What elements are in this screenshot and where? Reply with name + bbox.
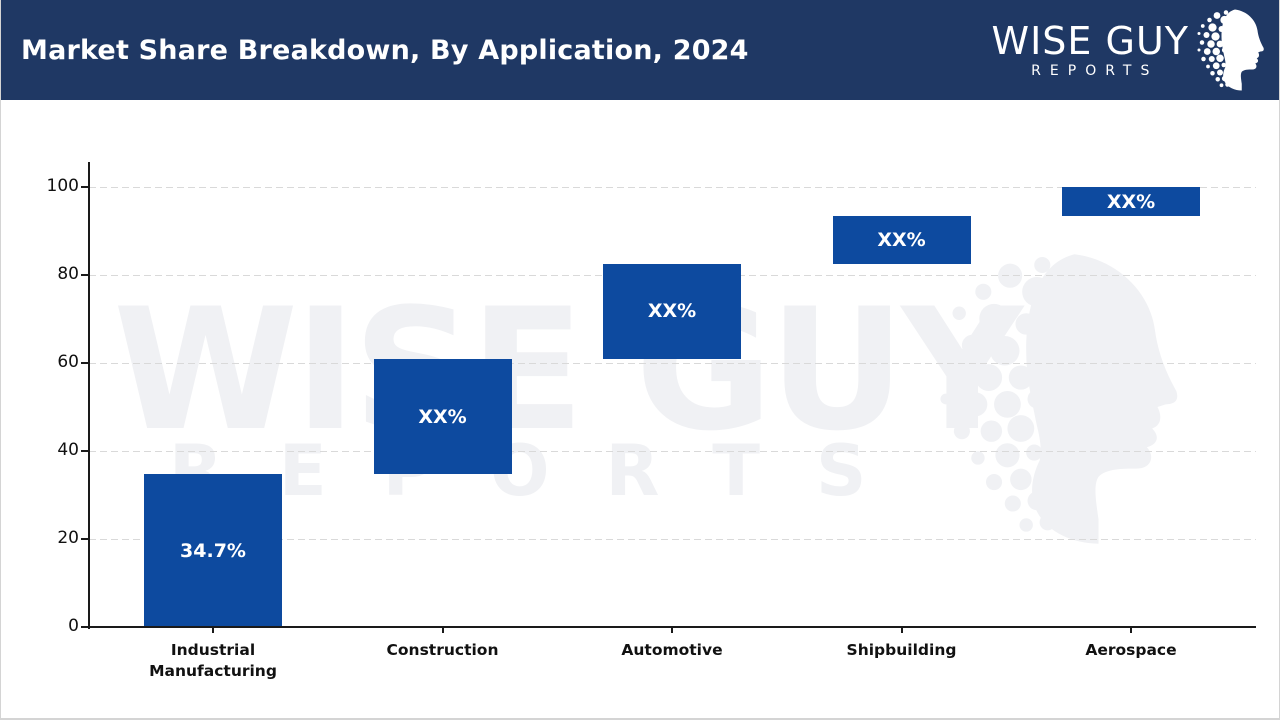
logo-text: WISE GUY REPORTS	[992, 22, 1189, 79]
x-category-label-construction: Construction	[386, 641, 499, 659]
x-tick-aerospace	[1130, 627, 1132, 633]
y-tick-20	[81, 538, 89, 540]
logo-subtitle: REPORTS	[1031, 62, 1159, 79]
bar-value-label-aerospace: XX%	[1106, 190, 1156, 213]
header-bar: Market Share Breakdown, By Application, …	[1, 0, 1279, 100]
gridline-20	[89, 539, 1256, 540]
gridline-60	[89, 363, 1256, 364]
bar-automotive: XX%	[603, 263, 741, 360]
y-tick-0	[81, 626, 89, 628]
y-tick-60	[81, 362, 89, 364]
dotted-head-logo-icon	[1191, 8, 1267, 92]
chart-title: Market Share Breakdown, By Application, …	[21, 34, 749, 66]
wise-guy-reports-logo: WISE GUY REPORTS	[992, 8, 1267, 92]
chart-area: WISE GUY REPORTS 0 20 40 60 80 100 34.7% Indust…	[1, 100, 1279, 718]
bar-aerospace: XX%	[1062, 187, 1200, 217]
gridline-40	[89, 451, 1256, 452]
y-tick-label-100: 100	[46, 176, 79, 196]
x-category-label-aerospace: Aerospace	[1085, 641, 1177, 659]
bar-value-label-shipbuilding: XX%	[877, 228, 926, 251]
y-tick-label-80: 80	[57, 264, 79, 284]
gridline-100	[89, 187, 1256, 188]
x-tick-automotive	[671, 627, 673, 633]
watermark-wordmark: WISE GUY	[113, 272, 1023, 468]
y-tick-label-0: 0	[68, 616, 79, 636]
y-tick-40	[81, 450, 89, 452]
bar-value-label-construction: XX%	[418, 405, 467, 428]
x-category-label-industrial-manufacturing: Industrial Manufacturing	[149, 641, 277, 680]
y-tick-label-60: 60	[57, 352, 79, 372]
y-axis-line	[88, 162, 90, 629]
watermark-head-icon	[919, 210, 1187, 588]
bar-industrial-manufacturing: 34.7%	[144, 474, 282, 627]
x-axis-line	[89, 626, 1256, 628]
x-tick-industrial-manufacturing	[212, 627, 214, 633]
bar-value-label-automotive: XX%	[647, 300, 697, 323]
watermark-subtitle: REPORTS	[169, 430, 923, 512]
x-category-label-shipbuilding: Shipbuilding	[846, 641, 957, 659]
y-tick-label-20: 20	[57, 528, 79, 548]
bar-value-label-industrial-manufacturing: 34.7%	[180, 539, 246, 562]
bar-construction: XX%	[373, 359, 512, 475]
x-tick-shipbuilding	[900, 627, 903, 633]
logo-wordmark: WISE GUY	[991, 18, 1189, 63]
y-tick-100	[81, 186, 89, 188]
bar-shipbuilding: XX%	[832, 216, 971, 264]
x-tick-construction	[441, 627, 444, 633]
x-category-label-automotive: Automotive	[621, 641, 723, 659]
y-tick-80	[81, 274, 89, 276]
y-tick-label-40: 40	[57, 440, 79, 460]
